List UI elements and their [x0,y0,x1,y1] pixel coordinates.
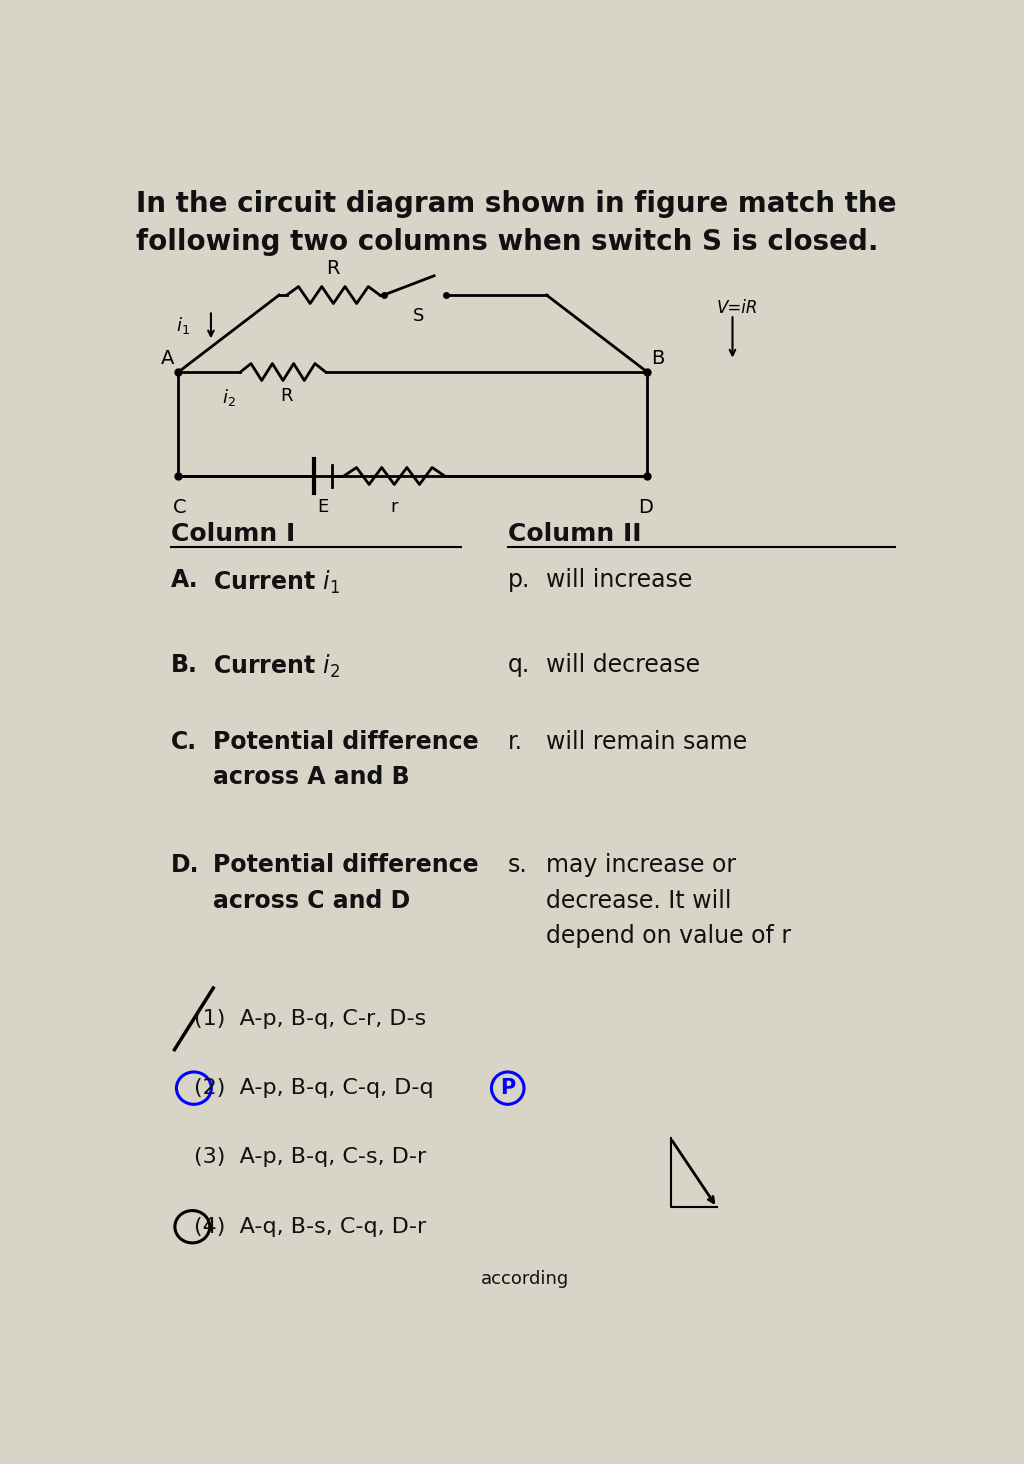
Text: Column II: Column II [508,523,641,546]
Text: A.: A. [171,568,199,593]
Text: Potential difference
across A and B: Potential difference across A and B [213,731,479,789]
Text: Current $i_2$: Current $i_2$ [213,653,341,681]
Text: Potential difference
across C and D: Potential difference across C and D [213,854,479,912]
Text: following two columns when switch S is closed.: following two columns when switch S is c… [136,228,879,256]
Text: A: A [161,350,174,367]
Text: P: P [500,1078,515,1098]
Text: r: r [390,498,398,515]
Text: will decrease: will decrease [547,653,700,676]
Text: will remain same: will remain same [547,731,748,754]
Text: will increase: will increase [547,568,693,593]
Text: $i_1$: $i_1$ [176,315,190,337]
Text: In the circuit diagram shown in figure match the: In the circuit diagram shown in figure m… [136,189,896,218]
Text: (4)  A-q, B-s, C-q, D-r: (4) A-q, B-s, C-q, D-r [194,1217,426,1237]
Text: B.: B. [171,653,198,676]
Text: V=iR: V=iR [717,299,759,316]
Text: C.: C. [171,731,197,754]
Text: Current $i_1$: Current $i_1$ [213,568,341,596]
Text: R: R [281,388,293,406]
Text: $i_2$: $i_2$ [222,388,236,408]
Text: Column I: Column I [171,523,295,546]
Text: according: according [480,1271,569,1288]
Text: (3)  A-p, B-q, C-s, D-r: (3) A-p, B-q, C-s, D-r [194,1148,426,1167]
Text: s.: s. [508,854,527,877]
Text: B: B [651,350,665,367]
Text: D: D [638,498,653,517]
Text: (2)  A-p, B-q, C-q, D-q: (2) A-p, B-q, C-q, D-q [194,1078,433,1098]
Text: E: E [317,498,329,515]
Text: (1)  A-p, B-q, C-r, D-s: (1) A-p, B-q, C-r, D-s [194,1009,426,1029]
Text: p.: p. [508,568,530,593]
Text: q.: q. [508,653,530,676]
Text: r.: r. [508,731,522,754]
Text: may increase or
decrease. It will
depend on value of r: may increase or decrease. It will depend… [547,854,792,949]
Text: D.: D. [171,854,199,877]
Text: S: S [413,306,424,325]
Text: C: C [173,498,186,517]
Text: R: R [327,259,340,278]
